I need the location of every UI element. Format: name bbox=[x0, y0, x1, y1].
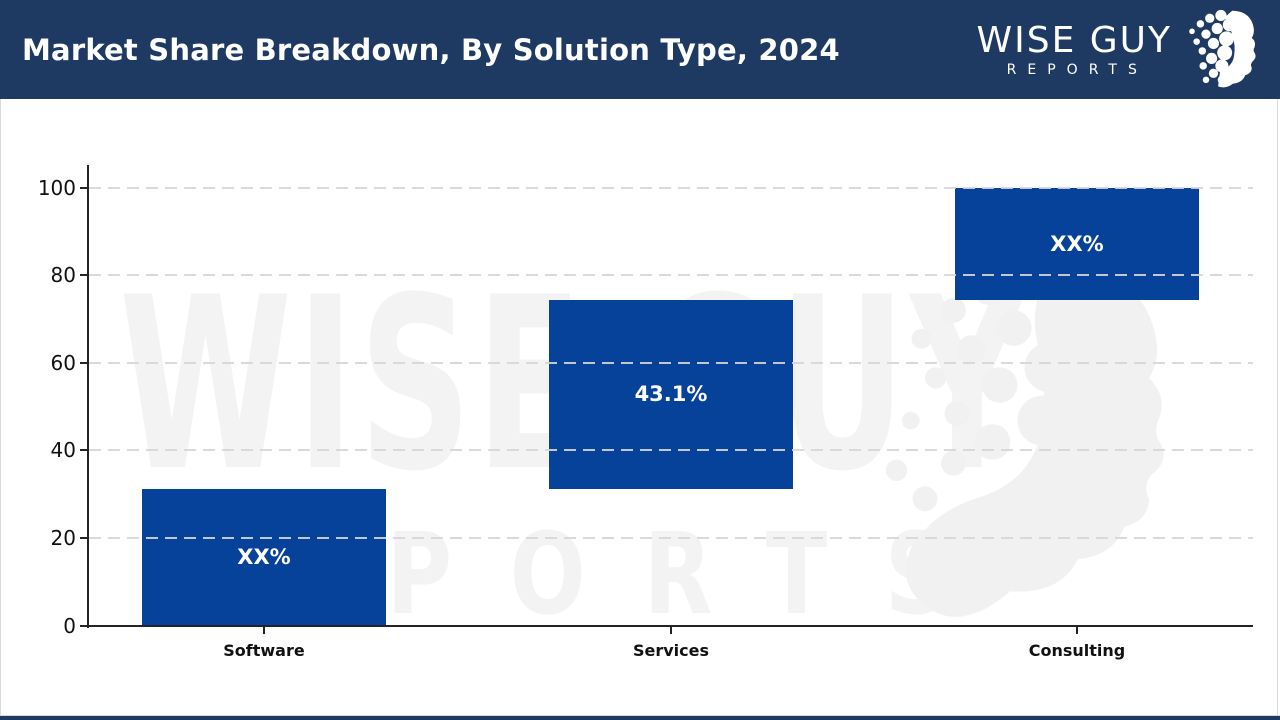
y-tick-mark bbox=[80, 449, 87, 452]
logo-face-icon bbox=[1189, 9, 1256, 87]
x-tick-mark bbox=[263, 626, 265, 634]
bar-value-label: XX% bbox=[237, 545, 291, 570]
gridline bbox=[89, 274, 1253, 277]
gridline bbox=[89, 449, 1253, 452]
y-tick-label: 60 bbox=[50, 350, 76, 375]
gridline bbox=[89, 361, 1253, 364]
bar-value-label: XX% bbox=[1050, 231, 1104, 256]
y-tick-mark bbox=[80, 361, 87, 364]
y-tick-label: 80 bbox=[50, 263, 76, 288]
y-tick-label: 40 bbox=[50, 438, 76, 463]
x-tick-mark bbox=[670, 626, 672, 634]
bar-segment: 43.1% bbox=[549, 300, 793, 489]
logo-wordmark: WISE GUY bbox=[976, 19, 1172, 61]
x-axis-line bbox=[87, 624, 1253, 627]
y-tick-mark bbox=[80, 186, 87, 189]
gridline bbox=[89, 536, 1253, 539]
y-tick-label: 100 bbox=[37, 175, 76, 200]
y-tick-mark bbox=[80, 536, 87, 539]
logo-text: WISE GUY REPORTS bbox=[976, 19, 1173, 78]
bottom-divider bbox=[0, 715, 1280, 716]
logo-subtext: REPORTS bbox=[1006, 61, 1148, 78]
gridline bbox=[89, 186, 1253, 189]
bar-segment: XX% bbox=[142, 488, 386, 626]
bar-segment: XX% bbox=[955, 187, 1199, 301]
x-category-label: Software bbox=[223, 640, 305, 660]
y-tick-label: 20 bbox=[50, 525, 76, 550]
x-category-label: Consulting bbox=[1028, 640, 1126, 660]
logo: WISE GUY REPORTS bbox=[977, 7, 1263, 93]
y-tick-label: 0 bbox=[63, 613, 76, 638]
y-axis-line bbox=[87, 165, 89, 628]
footer-bar bbox=[0, 716, 1280, 720]
chart-title: Market Share Breakdown, By Solution Type… bbox=[22, 32, 840, 67]
x-category-label: Services bbox=[632, 640, 710, 660]
bar-value-label: 43.1% bbox=[634, 382, 708, 407]
y-tick-mark bbox=[80, 624, 87, 627]
header-bar: Market Share Breakdown, By Solution Type… bbox=[0, 0, 1280, 99]
x-tick-mark bbox=[1076, 626, 1078, 634]
y-tick-mark bbox=[80, 274, 87, 277]
